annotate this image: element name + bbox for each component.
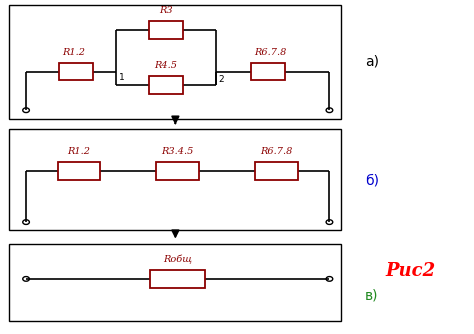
Bar	[148, 21, 183, 39]
Text: R6.7.8: R6.7.8	[254, 48, 286, 57]
Text: Рис2: Рис2	[385, 262, 435, 280]
Text: R1.2: R1.2	[67, 148, 91, 156]
Bar	[9, 5, 341, 119]
Text: R6.7.8: R6.7.8	[260, 148, 292, 156]
Text: а): а)	[365, 55, 379, 69]
Bar	[59, 63, 93, 80]
Bar	[156, 162, 199, 180]
Bar	[9, 129, 341, 230]
Bar	[250, 63, 285, 80]
Text: 1: 1	[119, 73, 125, 82]
Text: в): в)	[365, 289, 378, 303]
Bar	[148, 76, 183, 94]
Text: R1.2: R1.2	[62, 48, 85, 57]
Bar	[58, 162, 100, 180]
Bar	[255, 162, 298, 180]
Text: R3.4.5: R3.4.5	[162, 148, 194, 156]
Bar	[151, 270, 205, 288]
Text: 2: 2	[219, 74, 224, 84]
Text: б): б)	[365, 173, 379, 187]
Text: R4.5: R4.5	[155, 61, 177, 70]
Text: R3: R3	[159, 6, 173, 15]
Bar	[9, 244, 341, 321]
Text: Rобщ: Rобщ	[163, 255, 192, 264]
